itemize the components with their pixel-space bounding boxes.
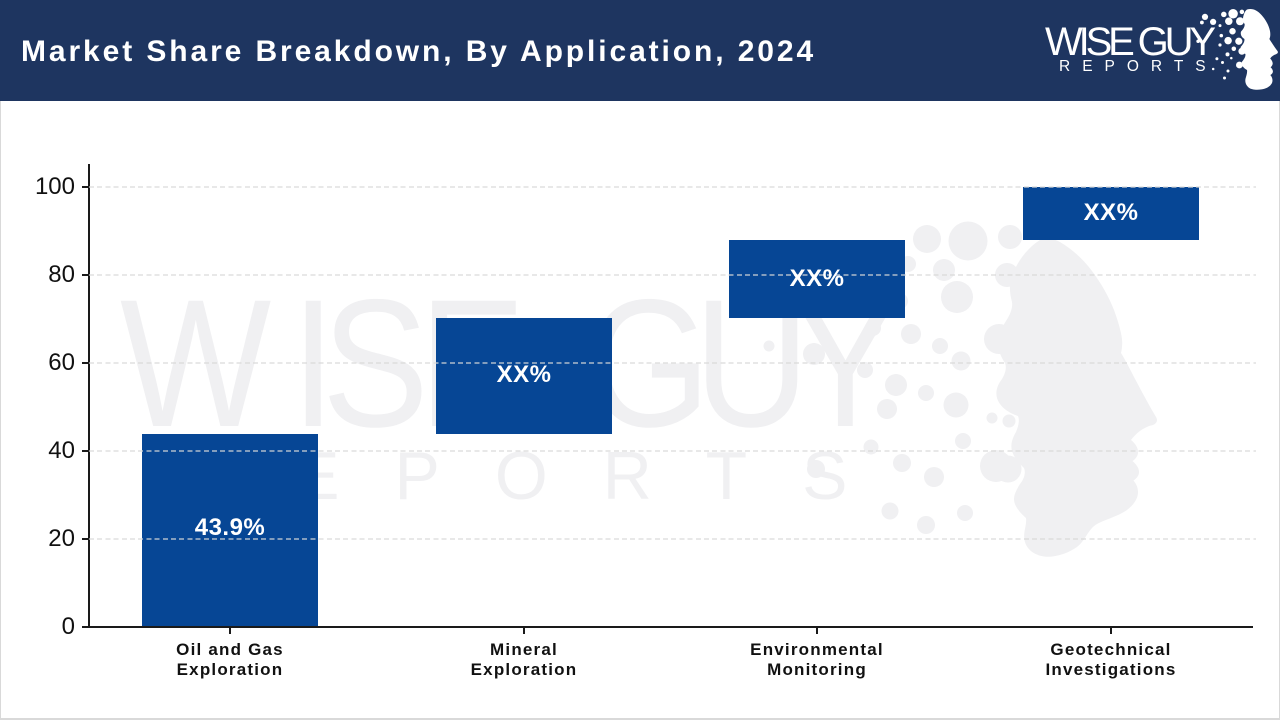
svg-text:REPORTS: REPORTS bbox=[1059, 58, 1218, 75]
svg-text:WISE GUY: WISE GUY bbox=[1045, 20, 1216, 64]
